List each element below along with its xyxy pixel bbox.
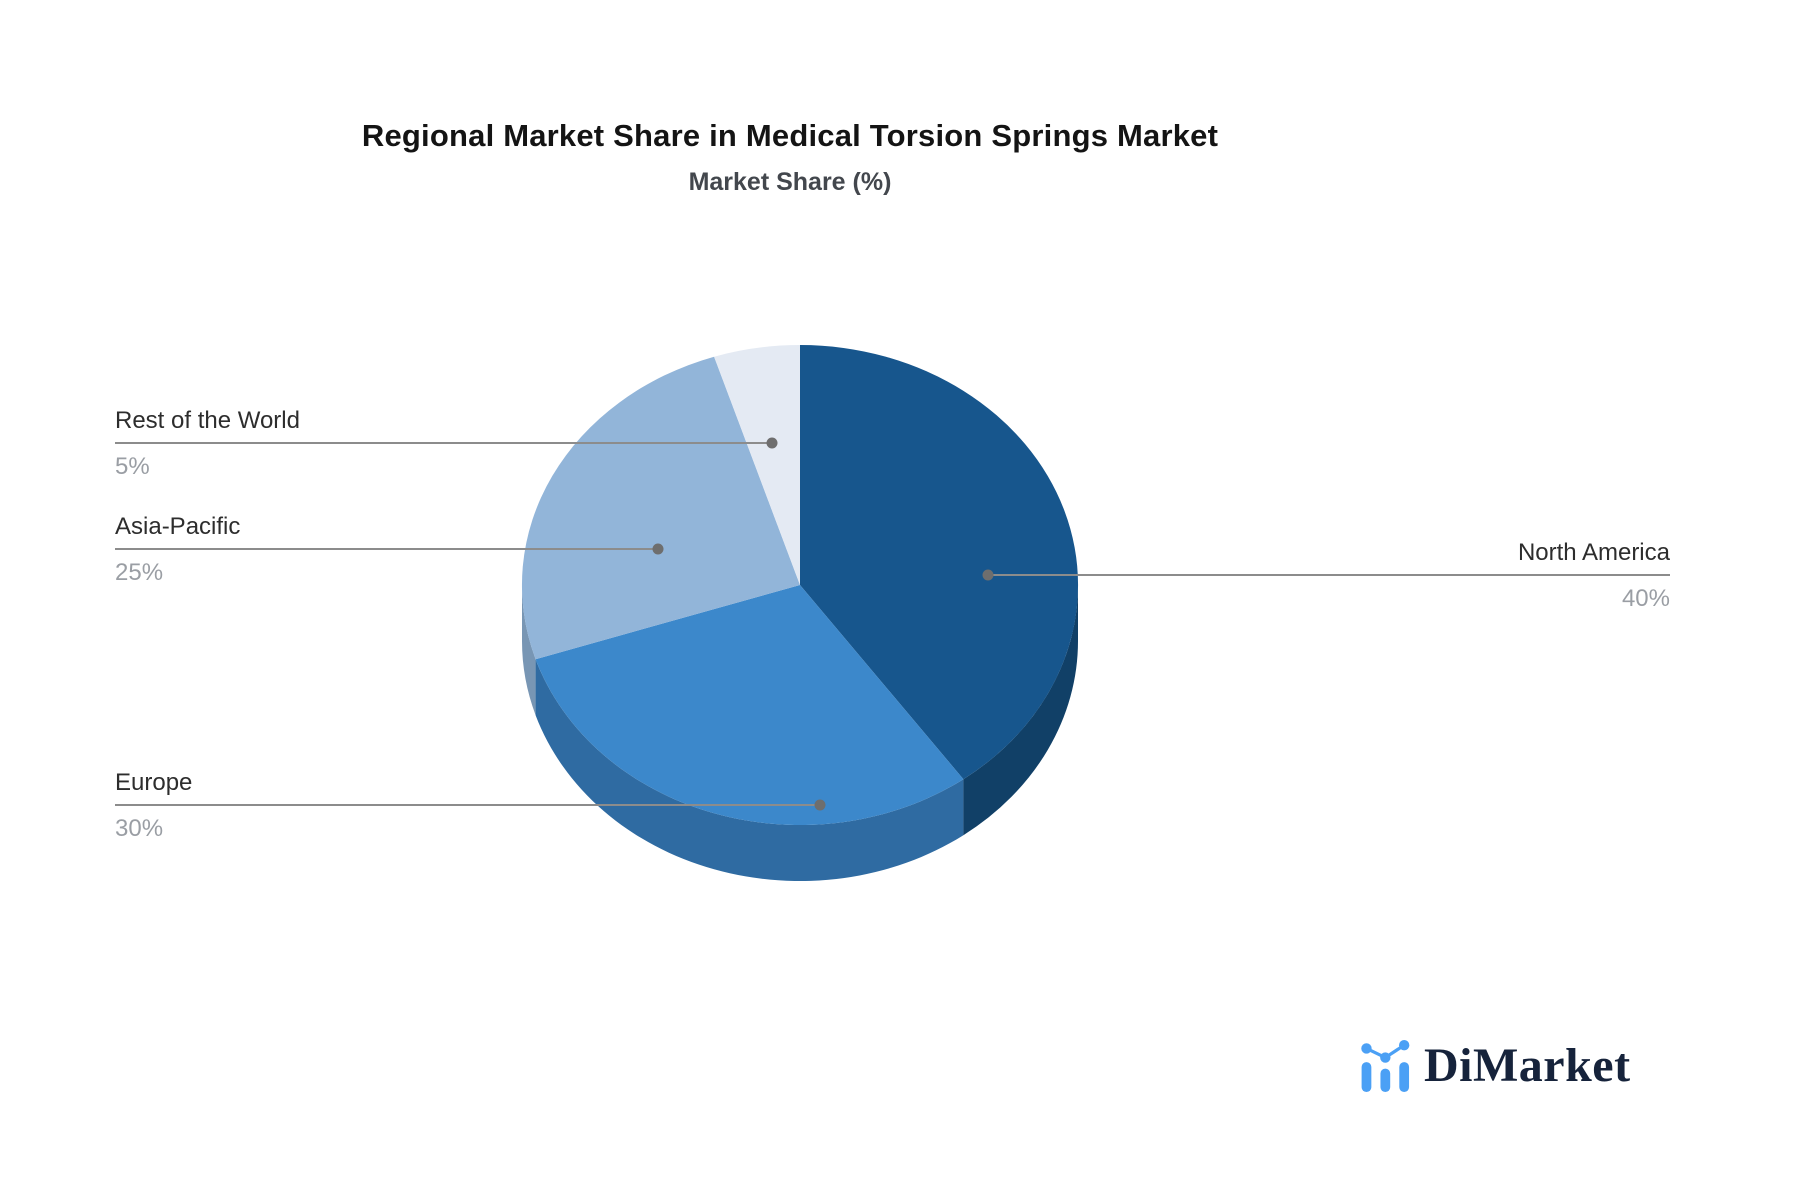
label-europe: Europe	[115, 769, 193, 796]
leader-lines	[115, 442, 1670, 806]
pct-rest-of-world: 5%	[115, 453, 150, 480]
pct-europe: 30%	[115, 815, 164, 842]
label-north-america: North America	[1517, 539, 1670, 566]
chart-subtitle: Market Share (%)	[688, 168, 892, 196]
pct-north-america: 40%	[1621, 585, 1670, 612]
label-asia-pacific: Asia-Pacific	[115, 513, 241, 540]
leader-dot-europe	[814, 799, 826, 811]
pie-slice-north-america[interactable]	[800, 345, 1079, 780]
pie-slice-rest-of-world[interactable]	[714, 344, 800, 585]
leader-dot-rest-of-world	[766, 437, 778, 449]
pie-slice-asia-pacific[interactable]	[521, 356, 800, 660]
leader-dots	[652, 437, 994, 811]
leader-dot-north-america	[982, 569, 994, 581]
pie-side-europe	[535, 659, 964, 882]
dimarket-logo: DiMarket	[1360, 1038, 1631, 1093]
pie-side-asia-pacific	[522, 585, 536, 716]
label-rest-of-world: Rest of the World	[115, 407, 300, 434]
dimarket-logo-text: DiMarket	[1424, 1039, 1631, 1092]
chart-title: Regional Market Share in Medical Torsion…	[361, 118, 1219, 153]
leader-dot-asia-pacific	[652, 543, 664, 555]
pie-slice-europe[interactable]	[535, 585, 964, 826]
pie-side-north-america	[963, 585, 1078, 836]
dimarket-logo-icon	[1361, 1039, 1410, 1092]
pct-asia-pacific: 25%	[115, 559, 164, 586]
